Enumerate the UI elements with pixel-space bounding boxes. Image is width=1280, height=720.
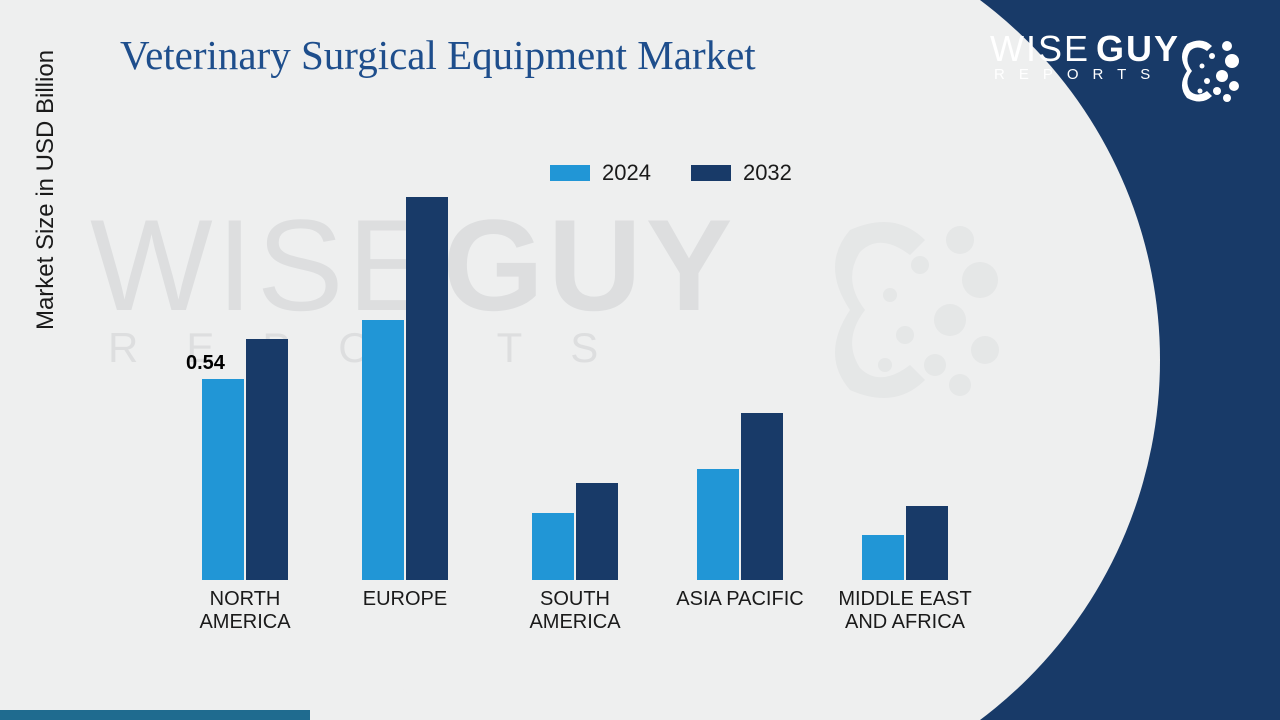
bar-series-a <box>697 469 739 580</box>
bar-group: ASIA PACIFIC <box>685 413 795 580</box>
legend-label-2024: 2024 <box>602 160 651 186</box>
bar-series-a <box>532 513 574 580</box>
legend-label-2032: 2032 <box>743 160 792 186</box>
chart-plot: 0.54NORTH AMERICA EUROPE SOUTH AMERICA ASIA… <box>130 190 950 580</box>
y-axis-label: Market Size in USD Billion <box>32 0 60 390</box>
page-root: WISEGUY REPORTS WISE GUY REPORTS <box>0 0 1280 720</box>
brand-logo: WISEGUY REPORTS <box>990 28 1250 83</box>
bar-value-label: 0.54 <box>186 352 225 375</box>
bar-series-a <box>362 320 404 580</box>
bar-series-b <box>406 197 448 580</box>
bar-series-b <box>246 339 288 580</box>
legend: 2024 2032 <box>550 160 792 186</box>
brand-guy: GUY <box>1096 28 1180 70</box>
bar-series-b <box>906 506 948 580</box>
brand-wise: WISE <box>990 28 1090 70</box>
category-label: SOUTH AMERICA <box>505 588 645 634</box>
bar-series-b <box>576 483 618 580</box>
bar-series-a <box>202 379 244 580</box>
bar-series-a <box>862 535 904 580</box>
legend-item-2032: 2032 <box>691 160 792 186</box>
bar-group: SOUTH AMERICA <box>520 483 630 580</box>
bar-group: 0.54NORTH AMERICA <box>190 339 300 580</box>
category-label: MIDDLE EAST AND AFRICA <box>835 588 975 634</box>
bar-series-b <box>741 413 783 580</box>
category-label: ASIA PACIFIC <box>670 588 810 611</box>
brand-dots-icon <box>1172 36 1242 106</box>
chart-title: Veterinary Surgical Equipment Market <box>120 32 820 79</box>
legend-swatch-2024 <box>550 165 590 181</box>
legend-item-2024: 2024 <box>550 160 651 186</box>
category-label: NORTH AMERICA <box>175 588 315 634</box>
footer-accent-bar <box>0 710 310 720</box>
category-label: EUROPE <box>335 588 475 611</box>
legend-swatch-2032 <box>691 165 731 181</box>
chart-area: Market Size in USD Billion 2024 2032 0.5… <box>60 160 960 680</box>
bar-group: MIDDLE EAST AND AFRICA <box>850 506 960 580</box>
bar-group: EUROPE <box>350 197 460 580</box>
